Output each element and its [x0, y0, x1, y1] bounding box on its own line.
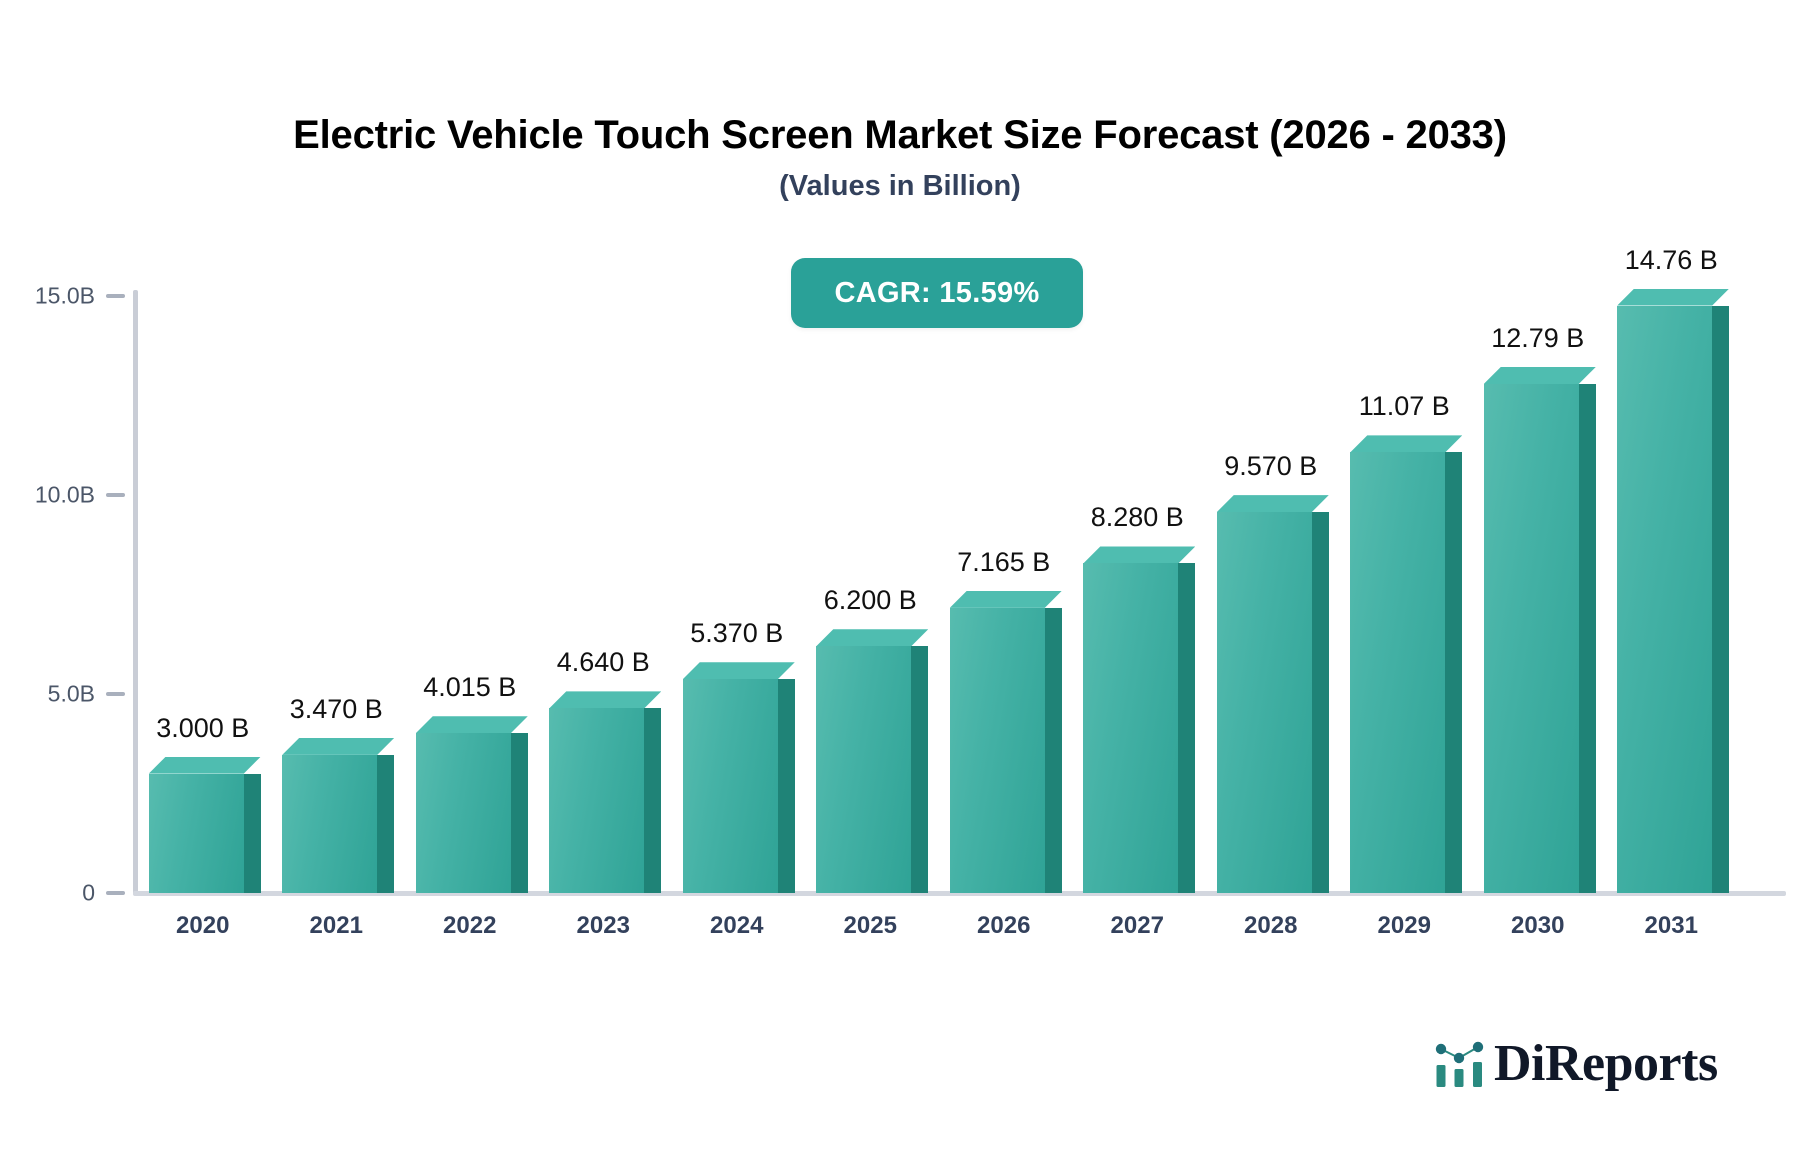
x-tick-label-2022: 2022 [443, 912, 497, 939]
x-tick-label-2025: 2025 [843, 912, 897, 939]
bar-top-face [682, 662, 795, 680]
x-tick-label-2023: 2023 [576, 912, 630, 939]
bar-top-face [415, 716, 528, 734]
bar-front-face [1483, 383, 1579, 893]
x-tick-label-2030: 2030 [1511, 912, 1565, 939]
bar-chart-dots-icon [1432, 1039, 1488, 1089]
bar-side-face [1712, 305, 1730, 893]
x-tick-label-2031: 2031 [1644, 912, 1698, 939]
x-tick-label-2026: 2026 [977, 912, 1031, 939]
y-tick-mark [106, 493, 125, 497]
bar-value-label: 14.76 B [1624, 244, 1718, 275]
chart-title: Electric Vehicle Touch Screen Market Siz… [293, 113, 1507, 157]
bar-side-face [1044, 607, 1062, 893]
bar-front-face [682, 679, 778, 893]
y-tick-mark [106, 891, 125, 895]
bar-side-face [510, 733, 528, 893]
bar-2020[interactable] [148, 756, 261, 893]
logo-wordmark: DiReports [1494, 1035, 1718, 1092]
bar-front-face [949, 607, 1045, 893]
bar-2024[interactable] [682, 662, 795, 893]
bar-top-face [549, 691, 662, 709]
bar-top-face [148, 756, 261, 774]
chart-subtitle: (Values in Billion) [779, 170, 1021, 202]
bar-top-face [1350, 435, 1463, 453]
bar-side-face [1445, 452, 1463, 893]
x-tick-label-2021: 2021 [309, 912, 363, 939]
bar-2026[interactable] [949, 590, 1062, 893]
bar-value-label: 4.640 B [556, 647, 650, 678]
bar-front-face [549, 708, 645, 893]
bar-front-face [1083, 563, 1179, 893]
bar-2025[interactable] [816, 629, 929, 893]
bar-top-face [1083, 546, 1196, 564]
cagr-badge-label: CAGR: 15.59% [834, 276, 1040, 309]
x-tick-label-2028: 2028 [1244, 912, 1298, 939]
direports-logo: DiReports [1432, 1038, 1718, 1090]
bar-2030[interactable] [1483, 366, 1596, 893]
x-axis-line [133, 891, 1786, 896]
bar-side-face [1578, 383, 1596, 893]
bar-side-face [243, 773, 261, 893]
bar-value-label: 8.280 B [1090, 502, 1184, 533]
y-tick-mark [106, 294, 125, 298]
bar-2022[interactable] [415, 716, 528, 893]
y-tick-mark [106, 692, 125, 696]
x-tick-label-2020: 2020 [176, 912, 230, 939]
bar-2027[interactable] [1083, 546, 1196, 893]
bar-2023[interactable] [549, 691, 662, 893]
bar-2029[interactable] [1350, 435, 1463, 893]
bar-top-face [282, 737, 395, 755]
bar-side-face [644, 708, 662, 893]
bar-value-label: 12.79 B [1491, 322, 1585, 353]
bar-value-label: 7.165 B [957, 546, 1051, 577]
y-tick-label: 15.0B [34, 282, 95, 309]
y-tick-label: 0 [82, 879, 95, 906]
cagr-badge: CAGR: 15.59% [791, 258, 1083, 328]
bar-side-face [377, 754, 395, 893]
bar-top-face [816, 629, 929, 647]
bar-value-label: 3.470 B [289, 693, 383, 724]
x-tick-label-2027: 2027 [1110, 912, 1164, 939]
y-tick-label: 10.0B [34, 481, 95, 508]
bar-value-label: 4.015 B [423, 672, 517, 703]
bar-2031[interactable] [1617, 288, 1730, 893]
bar-2028[interactable] [1216, 495, 1329, 893]
bar-value-label: 6.200 B [823, 585, 917, 616]
bar-value-label: 9.570 B [1224, 451, 1318, 482]
bar-side-face [1311, 512, 1329, 893]
bar-top-face [1617, 288, 1730, 306]
bar-value-label: 11.07 B [1358, 391, 1450, 422]
bar-front-face [1216, 512, 1312, 893]
bar-side-face [777, 679, 795, 893]
bar-front-face [415, 733, 511, 893]
x-tick-label-2024: 2024 [710, 912, 764, 939]
bar-side-face [1178, 563, 1196, 893]
y-tick-label: 5.0B [47, 680, 95, 707]
bar-front-face [816, 646, 912, 893]
bar-value-label: 5.370 B [690, 618, 784, 649]
bar-top-face [949, 590, 1062, 608]
bar-2021[interactable] [282, 737, 395, 893]
x-tick-label-2029: 2029 [1377, 912, 1431, 939]
bar-top-face [1483, 366, 1596, 384]
bar-front-face [148, 773, 244, 893]
bar-top-face [1216, 495, 1329, 513]
bar-side-face [911, 646, 929, 893]
y-axis-line [133, 290, 138, 895]
bar-value-label: 3.000 B [156, 712, 250, 743]
bar-front-face [282, 754, 378, 893]
bar-front-face [1350, 452, 1446, 893]
bar-front-face [1617, 305, 1713, 893]
